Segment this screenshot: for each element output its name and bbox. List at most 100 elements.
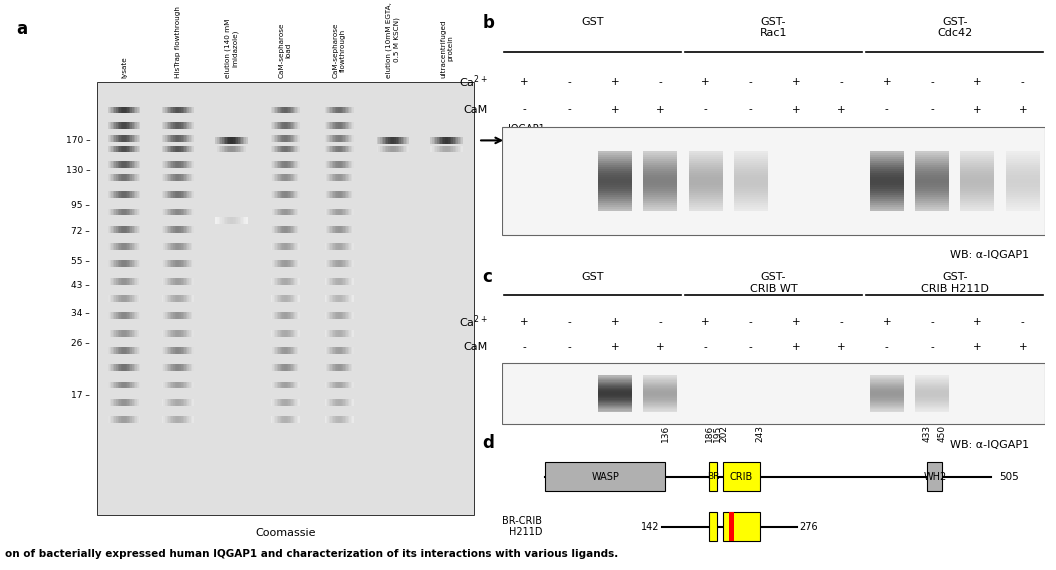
Bar <box>270 260 272 267</box>
Bar <box>338 243 339 250</box>
Bar <box>277 243 279 250</box>
Bar <box>124 295 126 302</box>
Bar <box>332 107 334 113</box>
Bar <box>1005 201 1040 203</box>
Bar <box>916 385 949 386</box>
Bar <box>165 382 167 389</box>
Bar <box>111 260 113 267</box>
Bar <box>132 135 134 141</box>
Bar <box>135 399 137 406</box>
Bar <box>284 260 285 267</box>
Bar <box>336 347 338 354</box>
Bar <box>173 417 175 423</box>
Bar <box>167 161 168 168</box>
Bar <box>916 153 949 156</box>
Bar <box>120 135 122 141</box>
Bar <box>111 278 113 284</box>
Bar <box>870 405 904 406</box>
Bar <box>282 122 284 129</box>
Bar <box>184 295 186 302</box>
Bar <box>383 137 385 144</box>
Bar <box>299 122 300 129</box>
Bar <box>183 191 185 198</box>
Bar <box>734 159 768 161</box>
Bar <box>219 137 221 144</box>
Text: +: + <box>656 104 664 115</box>
Bar <box>345 417 346 423</box>
Bar <box>281 260 283 267</box>
Bar <box>113 243 115 250</box>
Bar <box>114 364 116 371</box>
Bar <box>689 209 722 211</box>
Bar <box>294 174 296 181</box>
Bar <box>296 417 297 423</box>
Bar <box>342 107 343 113</box>
Bar <box>334 243 335 250</box>
Bar <box>328 191 331 198</box>
Bar <box>134 209 135 215</box>
Bar <box>131 260 132 267</box>
Bar <box>350 347 351 354</box>
Bar <box>245 137 246 144</box>
Bar <box>916 179 949 181</box>
Bar <box>870 203 904 205</box>
Bar <box>126 260 128 267</box>
Bar <box>456 146 458 152</box>
Bar <box>326 146 327 152</box>
Bar <box>287 382 288 389</box>
Bar <box>176 364 178 371</box>
Bar <box>276 312 277 319</box>
Text: -: - <box>930 317 934 327</box>
Bar <box>961 193 995 195</box>
Bar <box>916 384 949 385</box>
Bar <box>234 146 237 152</box>
Bar <box>289 278 291 284</box>
Bar <box>324 209 326 215</box>
Bar <box>340 226 342 233</box>
Bar <box>274 330 276 336</box>
Bar <box>183 161 185 168</box>
Bar <box>181 135 183 141</box>
Bar <box>117 382 119 389</box>
Bar <box>174 382 176 389</box>
Bar <box>643 402 677 404</box>
Bar <box>280 135 281 141</box>
Bar <box>870 183 904 185</box>
Bar <box>346 161 348 168</box>
Bar <box>281 364 283 371</box>
Bar <box>288 226 290 233</box>
Bar <box>335 135 337 141</box>
Bar <box>336 122 338 129</box>
Bar <box>961 175 995 177</box>
Bar <box>114 226 116 233</box>
Bar <box>352 209 354 215</box>
Bar <box>734 171 768 173</box>
Bar <box>351 122 353 129</box>
Bar <box>1005 193 1040 195</box>
Bar <box>339 382 341 389</box>
Bar <box>119 243 121 250</box>
Bar <box>167 364 168 371</box>
Bar <box>180 191 182 198</box>
Bar <box>328 399 331 406</box>
Bar <box>181 174 183 181</box>
Bar <box>350 417 351 423</box>
Bar <box>181 107 183 113</box>
Bar <box>336 278 338 284</box>
Bar <box>117 312 119 319</box>
Bar <box>352 243 354 250</box>
Bar <box>643 187 677 189</box>
Bar <box>192 382 194 389</box>
Bar <box>282 399 284 406</box>
Bar <box>128 312 129 319</box>
Bar <box>734 207 768 209</box>
Bar <box>119 135 121 141</box>
Bar <box>870 207 904 209</box>
Bar <box>598 199 631 201</box>
Bar <box>284 135 285 141</box>
Bar <box>297 174 299 181</box>
Bar <box>170 226 171 233</box>
Bar <box>174 226 176 233</box>
Bar <box>111 364 113 371</box>
Bar <box>119 161 121 168</box>
